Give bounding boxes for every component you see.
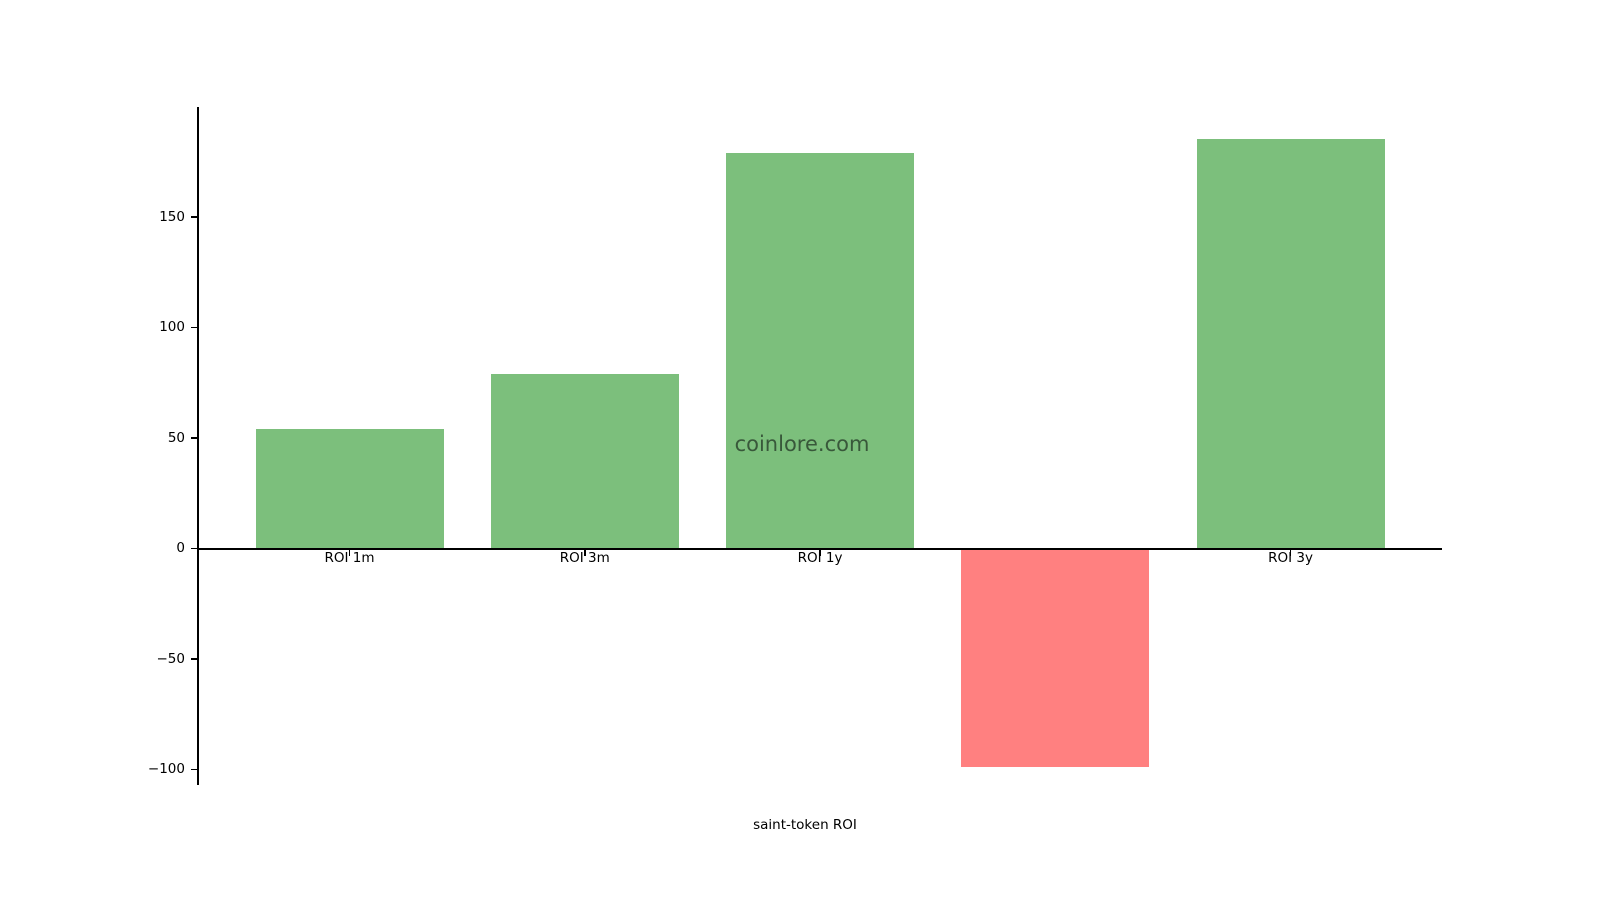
roi-bar [490,373,679,549]
roi-bar [961,548,1150,768]
x-tick-mark [584,548,586,557]
roi-bar [1196,139,1385,549]
y-tick-label: 0 [176,540,185,557]
y-tick-label: 100 [159,319,185,336]
x-tick-mark [819,548,821,557]
y-tick-label: 50 [167,429,185,446]
roi-bar [255,428,444,549]
y-tick-mark [191,326,197,329]
watermark-text: coinlore.com [734,432,870,456]
x-tick-mark [348,548,351,557]
x-tick-label: ROI 3y [1268,550,1313,567]
x-axis-line [197,548,1442,550]
y-tick-mark [191,768,197,771]
y-tick-label: −100 [147,761,185,778]
y-tick-label: −50 [156,650,186,667]
x-tick-label: ROI 1y [797,550,843,567]
y-tick-mark [191,216,197,218]
y-tick-mark [191,658,197,660]
y-tick-mark [191,547,197,550]
x-tick-mark [1289,548,1292,557]
chart-title: saint-token ROI [753,817,857,833]
x-tick-label: ROI 1m [324,550,375,567]
x-tick-label: ROI 3m [559,550,610,567]
roi-bar [726,152,914,549]
y-axis-line [197,107,199,785]
y-tick-label: 150 [159,208,185,225]
y-tick-mark [191,437,197,439]
